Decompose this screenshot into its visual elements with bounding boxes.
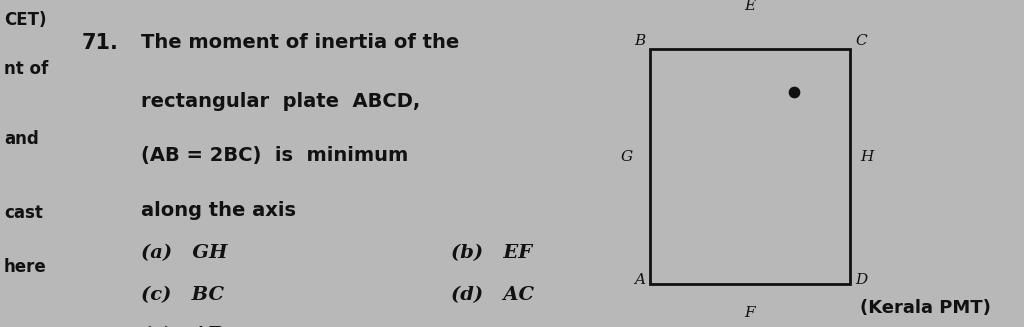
Text: D: D: [855, 273, 867, 286]
Point: [785, 89, 802, 94]
Text: cast: cast: [4, 203, 43, 222]
Text: (Kerala PMT): (Kerala PMT): [860, 299, 991, 317]
Text: (d)   AC: (d) AC: [451, 286, 534, 304]
Text: CET): CET): [4, 11, 47, 29]
Text: G: G: [621, 150, 633, 164]
Text: along the axis: along the axis: [141, 201, 296, 220]
Text: 71.: 71.: [82, 33, 119, 53]
Text: The moment of inertia of the: The moment of inertia of the: [141, 33, 460, 52]
Text: (AB = 2BC)  is  minimum: (AB = 2BC) is minimum: [141, 146, 409, 164]
Bar: [650, 49, 850, 284]
Text: A: A: [634, 273, 645, 286]
Text: and: and: [4, 130, 39, 148]
Text: F: F: [744, 306, 755, 320]
Text: H: H: [860, 150, 873, 164]
Text: E: E: [744, 0, 755, 13]
Text: here: here: [4, 257, 47, 276]
Text: (b)   EF: (b) EF: [451, 244, 531, 262]
Text: nt of: nt of: [4, 60, 48, 78]
Text: (a)   GH: (a) GH: [141, 244, 227, 262]
Text: (c)   BC: (c) BC: [141, 286, 224, 304]
Text: (e)   AB: (e) AB: [141, 326, 224, 327]
Text: C: C: [855, 34, 866, 48]
Text: B: B: [634, 34, 645, 48]
Text: rectangular  plate  ABCD,: rectangular plate ABCD,: [141, 92, 421, 111]
